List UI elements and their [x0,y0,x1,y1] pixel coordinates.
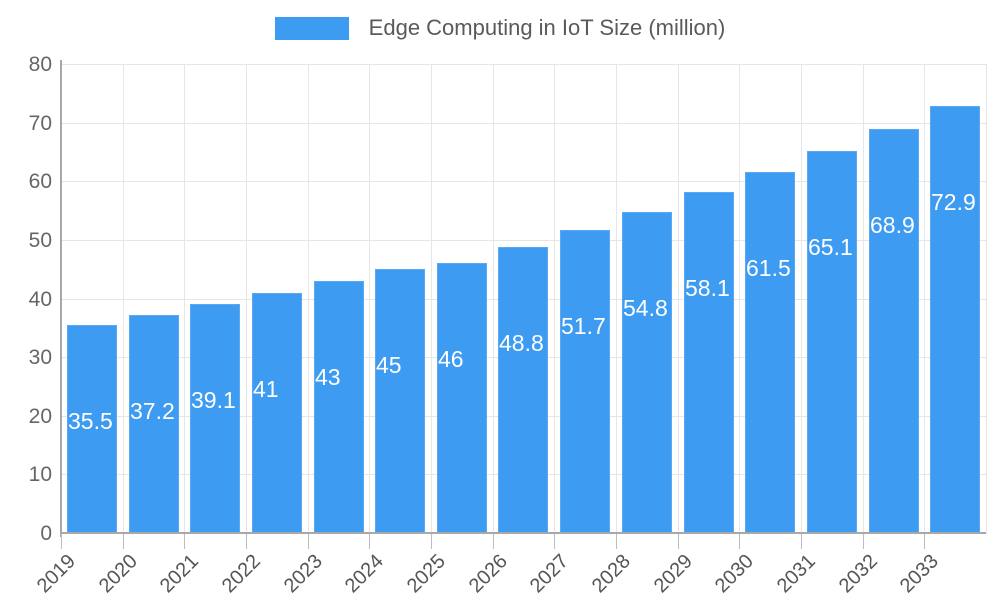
bar[interactable] [129,314,179,533]
y-tick-label: 30 [28,346,52,370]
vertical-gridline [616,64,617,533]
y-axis-tick-labels: 0 10 20 30 40 50 60 70 80 [0,0,52,600]
bar[interactable] [190,303,240,533]
x-tick-label: 2026 [464,550,512,598]
x-tick-label: 2030 [710,550,758,598]
vertical-gridline [554,64,555,533]
bar[interactable] [869,129,919,533]
y-tick-label: 70 [28,111,52,135]
vertical-gridline [739,64,740,533]
x-tick-label: 2024 [340,550,388,598]
x-tick-mark [61,534,62,549]
x-tick-label: 2021 [155,550,203,598]
x-tick-label: 2022 [217,550,265,598]
vertical-gridline [863,64,864,533]
bar[interactable] [930,105,980,533]
bar[interactable] [807,151,857,533]
bar[interactable] [622,211,672,533]
x-tick-label: 2031 [772,550,820,598]
bar[interactable] [560,229,610,533]
legend-swatch-icon[interactable] [274,16,349,40]
x-tick-mark [739,534,740,549]
vertical-gridline [493,64,494,533]
x-tick-mark [308,534,309,549]
bar[interactable] [437,263,487,533]
x-tick-mark [616,534,617,549]
x-tick-label: 2032 [834,550,882,598]
vertical-gridline [369,64,370,533]
vertical-gridline [184,64,185,533]
legend-label: Edge Computing in IoT Size (million) [368,15,726,40]
plot-area: 35.5 37.2 39.1 41 43 45 46 48.8 51.7 54.8 58.1 61.5… [61,64,987,534]
x-tick-mark [863,534,864,549]
x-tick-label: 2029 [649,550,697,598]
y-tick-label: 40 [28,287,52,311]
x-tick-mark [678,534,679,549]
y-tick-label: 0 [40,522,52,545]
x-tick-mark [924,534,925,549]
bar[interactable] [67,324,117,533]
vertical-gridline [986,64,987,533]
vertical-gridline [678,64,679,533]
vertical-gridline [924,64,925,533]
y-tick-label: 60 [28,170,52,194]
x-tick-mark [184,534,185,549]
x-tick-mark [801,534,802,549]
x-tick-label: 2033 [895,550,943,598]
x-tick-label: 2027 [525,550,573,598]
bar[interactable] [375,269,425,533]
x-tick-label: 2020 [94,550,142,598]
bar[interactable] [745,172,795,533]
x-tick-mark [123,534,124,549]
y-tick-label: 50 [28,228,52,252]
vertical-gridline [308,64,309,533]
horizontal-gridline [61,181,986,183]
bar[interactable] [314,280,364,533]
chart-legend: Edge Computing in IoT Size (million) [0,0,1000,56]
y-axis-line [60,60,62,537]
x-tick-label: 2028 [587,550,635,598]
x-tick-label: 2023 [279,550,327,598]
x-tick-mark [493,534,494,549]
horizontal-gridline [61,64,986,65]
vertical-gridline [123,64,124,533]
x-tick-label: 2025 [402,550,450,598]
x-tick-mark [246,534,247,549]
y-tick-label: 20 [28,404,52,428]
vertical-gridline [801,64,802,533]
x-tick-mark [369,534,370,549]
bar[interactable] [252,292,302,533]
x-tick-mark [431,534,432,549]
y-tick-label: 80 [28,53,52,76]
x-tick-mark [554,534,555,549]
bar[interactable] [498,246,548,533]
bar[interactable] [684,192,734,533]
x-axis-line [61,532,986,534]
vertical-gridline [246,64,247,533]
y-tick-label: 10 [28,463,52,487]
horizontal-gridline [61,239,986,241]
vertical-gridline [431,64,432,533]
horizontal-gridline [61,122,986,124]
